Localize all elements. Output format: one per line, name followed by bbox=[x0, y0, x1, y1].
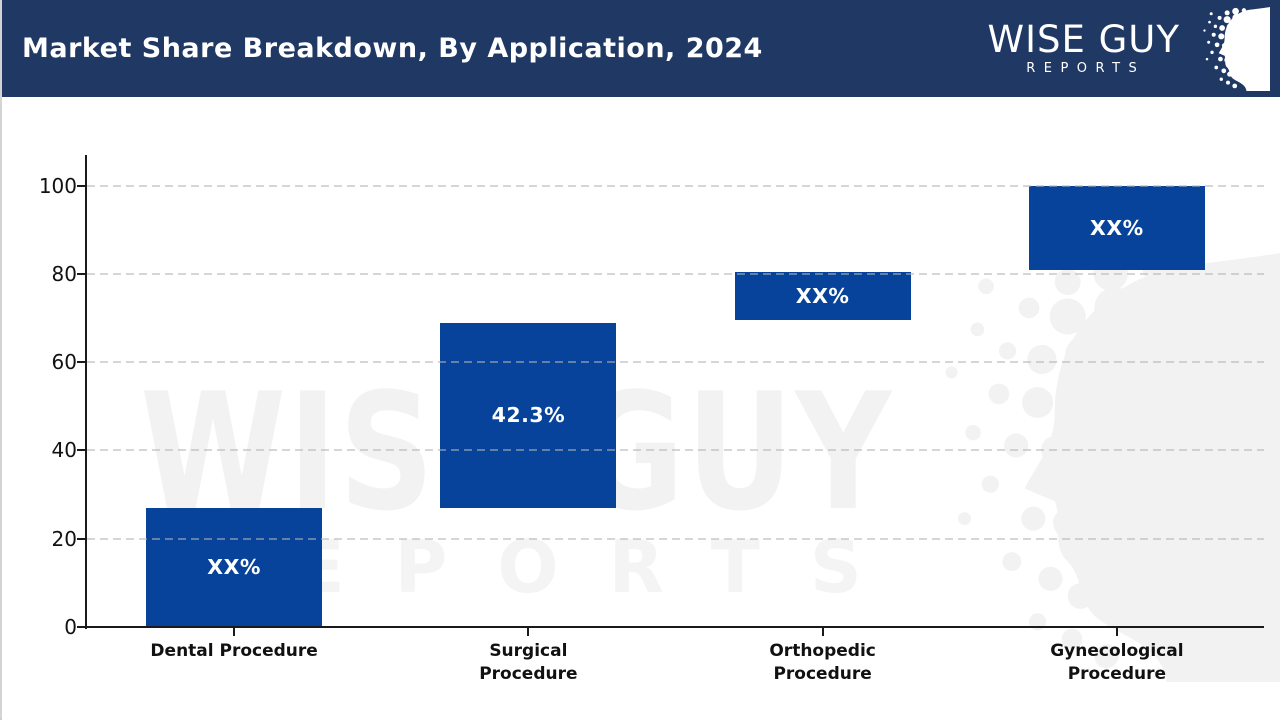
y-tick-40 bbox=[77, 449, 85, 452]
y-axis bbox=[85, 155, 87, 629]
gridline-20 bbox=[87, 537, 1264, 540]
x-tick-gynecological-procedure bbox=[1115, 628, 1118, 636]
x-tick-label-surgical-procedure: Surgical Procedure bbox=[479, 641, 578, 684]
y-tick-label-80: 80 bbox=[51, 261, 77, 286]
x-tick-orthopedic-procedure bbox=[821, 628, 824, 636]
brand-logo: WISE GUY REPORTS bbox=[988, 6, 1272, 91]
y-tick-label-100: 100 bbox=[38, 173, 77, 198]
y-tick-label-40: 40 bbox=[51, 438, 77, 463]
y-tick-80 bbox=[77, 272, 85, 275]
y-tick-label-20: 20 bbox=[51, 526, 77, 551]
y-tick-label-60: 60 bbox=[51, 350, 77, 375]
y-tick-60 bbox=[77, 361, 85, 364]
bar-value-label-dental-procedure: XX% bbox=[207, 555, 261, 580]
y-tick-0 bbox=[77, 626, 85, 628]
x-tick-dental-procedure bbox=[233, 628, 236, 636]
x-tick-surgical-procedure bbox=[527, 628, 530, 636]
gridline-60 bbox=[87, 361, 1264, 364]
x-axis bbox=[85, 626, 1264, 628]
bar-value-label-gynecological-procedure: XX% bbox=[1090, 215, 1144, 240]
brand-name: WISE GUY bbox=[987, 18, 1180, 61]
x-tick-label-gynecological-procedure: Gynecological Procedure bbox=[1050, 641, 1184, 684]
chart-plot-area: WISE GUY REPORTS XX% 42.3% XX% XX% 0 20 40 60 80… bbox=[2, 97, 1280, 720]
bar-dental-procedure bbox=[146, 507, 323, 627]
y-tick-20 bbox=[77, 537, 85, 540]
brand-face-icon bbox=[1203, 6, 1270, 91]
bar-surgical-procedure bbox=[440, 322, 617, 508]
header-bar: Market Share Breakdown, By Application, … bbox=[2, 0, 1280, 97]
x-tick-label-dental-procedure: Dental Procedure bbox=[150, 641, 318, 661]
bar-value-label-orthopedic-procedure: XX% bbox=[795, 284, 850, 309]
brand-logo-text: WISE GUY REPORTS bbox=[988, 21, 1180, 76]
gridline-100 bbox=[87, 184, 1264, 187]
brand-subname: REPORTS bbox=[1026, 61, 1146, 76]
watermark-face-icon bbox=[945, 252, 1280, 682]
gridline-40 bbox=[87, 449, 1264, 452]
chart-title: Market Share Breakdown, By Application, … bbox=[22, 33, 763, 64]
bar-value-label-surgical-procedure: 42.3% bbox=[491, 403, 566, 428]
bar-orthopedic-procedure bbox=[734, 271, 911, 321]
y-tick-label-0: 0 bbox=[64, 615, 77, 639]
y-tick-100 bbox=[77, 184, 85, 187]
gridline-80 bbox=[87, 272, 1264, 275]
bar-gynecological-procedure bbox=[1028, 185, 1205, 270]
x-tick-label-orthopedic-procedure: Orthopedic Procedure bbox=[769, 641, 876, 684]
